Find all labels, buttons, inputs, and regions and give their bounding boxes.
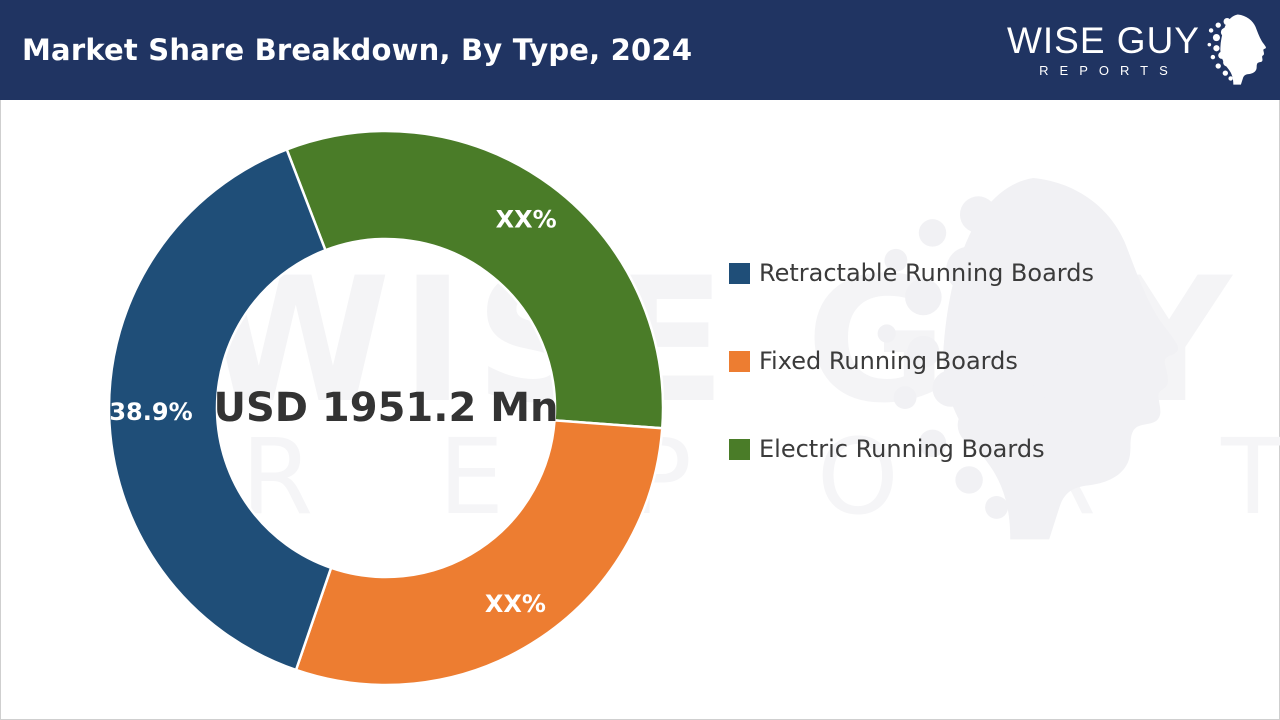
legend-label: Electric Running Boards: [759, 435, 1045, 463]
legend-swatch-retractable: [729, 262, 750, 284]
donut-segment-label: 38.9%: [109, 398, 192, 426]
donut-segment-retractable-running-boards: [107, 148, 333, 672]
chart-legend: Retractable Running Boards Fixed Running…: [729, 260, 1094, 524]
page-title: Market Share Breakdown, By Type, 2024: [22, 33, 693, 67]
logo-wordmark: WISE GUY: [1006, 20, 1200, 61]
legend-item-fixed: Fixed Running Boards: [729, 348, 1094, 374]
donut-segment-electric-running-boards: [285, 129, 665, 430]
wise-guy-reports-logo: WISE GUY REPORTS: [1007, 11, 1280, 89]
legend-swatch-electric: [729, 438, 750, 460]
logo-subtitle: REPORTS: [1039, 63, 1179, 78]
donut-segment-label: XX%: [496, 205, 557, 233]
donut-segment-fixed-running-boards: [294, 419, 664, 687]
header-bar: Market Share Breakdown, By Type, 2024 WI…: [0, 0, 1280, 100]
legend-swatch-fixed: [729, 350, 750, 372]
chart-area: WISE GUY R E P O R T S XX%XX%38.9% USD 1…: [0, 100, 1280, 720]
donut-center-value: USD 1951.2 Mn: [213, 385, 559, 431]
logo-text: WISE GUY REPORTS: [1007, 22, 1200, 78]
donut-segment-label: XX%: [485, 590, 546, 618]
legend-item-electric: Electric Running Boards: [729, 436, 1094, 462]
legend-item-retractable: Retractable Running Boards: [729, 260, 1094, 286]
legend-label: Retractable Running Boards: [759, 259, 1094, 287]
logo-face-icon: [1207, 14, 1266, 85]
legend-label: Fixed Running Boards: [759, 347, 1018, 375]
donut-chart: XX% XX% 38.9%: [106, 128, 666, 688]
